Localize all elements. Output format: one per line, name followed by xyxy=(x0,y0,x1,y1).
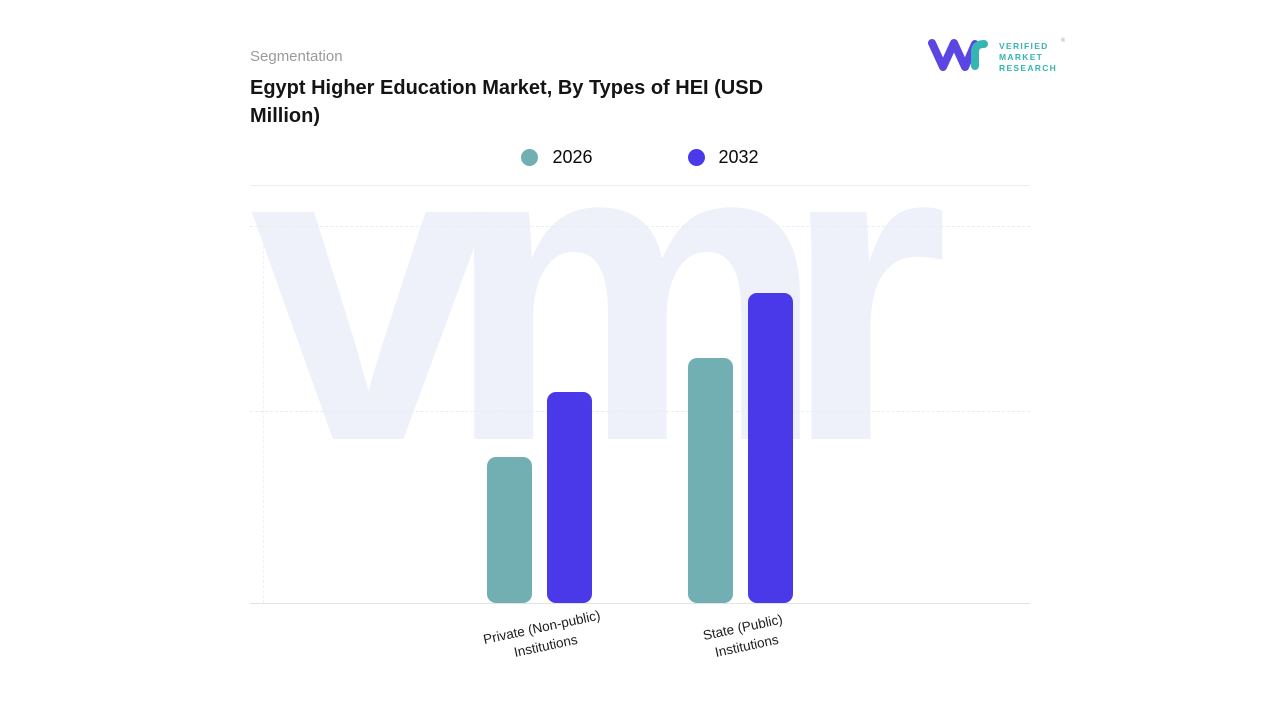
gridline xyxy=(250,226,1030,227)
header-divider xyxy=(250,185,1030,186)
page-title: Egypt Higher Education Market, By Types … xyxy=(250,74,810,130)
vmr-logo-wordmark: ® VERIFIED MARKET RESEARCH xyxy=(999,38,1065,74)
bar-group xyxy=(487,392,592,603)
logo-line-market: MARKET xyxy=(999,51,1044,62)
legend-dot xyxy=(521,149,539,166)
x-axis-label: State (Public) Institutions xyxy=(701,611,784,660)
page-title-line-2: Million) xyxy=(250,105,320,127)
legend-label: 2026 xyxy=(552,147,593,167)
legend-dot xyxy=(687,149,705,166)
vmr-logo: ® VERIFIED MARKET RESEARCH xyxy=(928,38,1065,77)
bar-2026-group1[interactable] xyxy=(487,457,532,603)
bar-group xyxy=(688,293,793,603)
chart-legend: 2026 2032 xyxy=(250,147,1030,168)
section-eyebrow: Segmentation xyxy=(250,48,343,65)
logo-line-research: RESEARCH xyxy=(999,63,1058,74)
vmr-logo-icon xyxy=(928,38,990,77)
plot-area: vmr Private (Non-public) Institutions Stat… xyxy=(250,76,1030,660)
gridline-vertical xyxy=(263,226,264,603)
logo-line-verified: VERIFIED xyxy=(999,40,1049,51)
bar-2032-group2[interactable] xyxy=(748,293,793,603)
x-axis-label: Private (Non-public) Institutions xyxy=(481,607,602,660)
legend-item-2026[interactable]: 2026 xyxy=(521,147,593,168)
page-title-line-1: Egypt Higher Education Market, By Types … xyxy=(250,77,764,99)
legend-label: 2032 xyxy=(718,147,759,167)
gridline xyxy=(250,410,1030,412)
bar-2032-group1[interactable] xyxy=(547,392,592,603)
registered-mark: ® xyxy=(1060,37,1066,44)
bar-2026-group2[interactable] xyxy=(688,358,733,603)
legend-item-2032[interactable]: 2032 xyxy=(687,147,759,168)
